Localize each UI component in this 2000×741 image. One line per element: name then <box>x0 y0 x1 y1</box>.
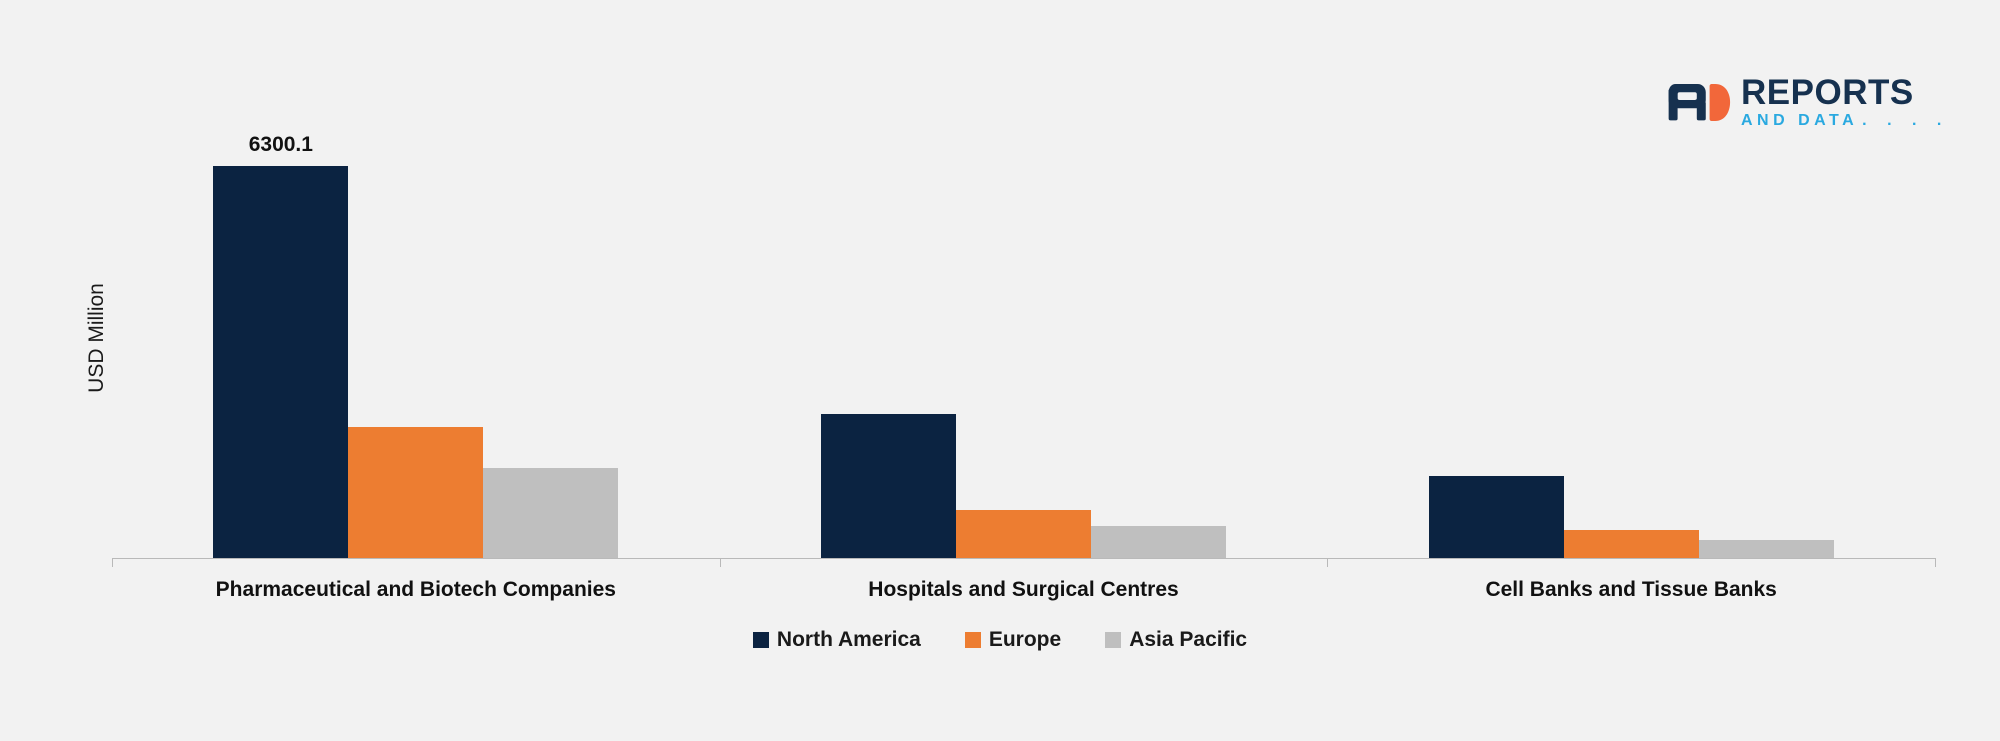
category-label: Pharmaceutical and Biotech Companies <box>215 578 616 601</box>
x-axis-line <box>112 558 1935 559</box>
reports-and-data-logo-icon <box>1668 83 1731 122</box>
y-axis-title: USD Million <box>85 283 108 393</box>
bar-europe <box>956 510 1091 558</box>
bar-asia-pacific <box>1091 526 1226 558</box>
legend-item-north-america: North America <box>752 628 921 652</box>
legend-label: Asia Pacific <box>1129 628 1248 651</box>
legend-swatch-europe <box>964 632 981 648</box>
bar-europe <box>1563 530 1699 558</box>
x-axis-tick <box>112 558 113 567</box>
legend: North America Europe Asia Pacific <box>0 628 2000 652</box>
bar-data-label: 6300.1 <box>248 133 313 156</box>
brand-logo: REPORTS AND DATA. . . . <box>1668 73 1950 130</box>
legend-label: North America <box>776 628 921 651</box>
legend-item-europe: Europe <box>964 628 1062 652</box>
x-axis-tick <box>719 558 721 567</box>
bar-asia-pacific <box>483 468 619 558</box>
category-label: Hospitals and Surgical Centres <box>868 578 1179 601</box>
category-label: Cell Banks and Tissue Banks <box>1485 578 1777 601</box>
legend-swatch-north-america <box>752 632 769 648</box>
bar-north-america <box>1428 476 1564 558</box>
bar-north-america <box>821 414 956 558</box>
brand-logo-text: REPORTS AND DATA. . . . <box>1741 73 1950 130</box>
bar-asia-pacific <box>1698 540 1834 558</box>
bar-north-america <box>213 166 349 558</box>
brand-name: REPORTS <box>1741 73 1914 112</box>
legend-item-asia-pacific: Asia Pacific <box>1105 628 1247 652</box>
legend-label: Europe <box>988 628 1062 651</box>
brand-tagline: AND DATA. . . . <box>1741 112 1950 130</box>
bar-europe <box>348 427 484 558</box>
x-axis-tick <box>1935 558 1936 567</box>
brand-tagline-dots: . . . . <box>1862 112 1950 130</box>
x-axis-tick <box>1327 558 1329 567</box>
legend-swatch-asia-pacific <box>1105 632 1122 648</box>
